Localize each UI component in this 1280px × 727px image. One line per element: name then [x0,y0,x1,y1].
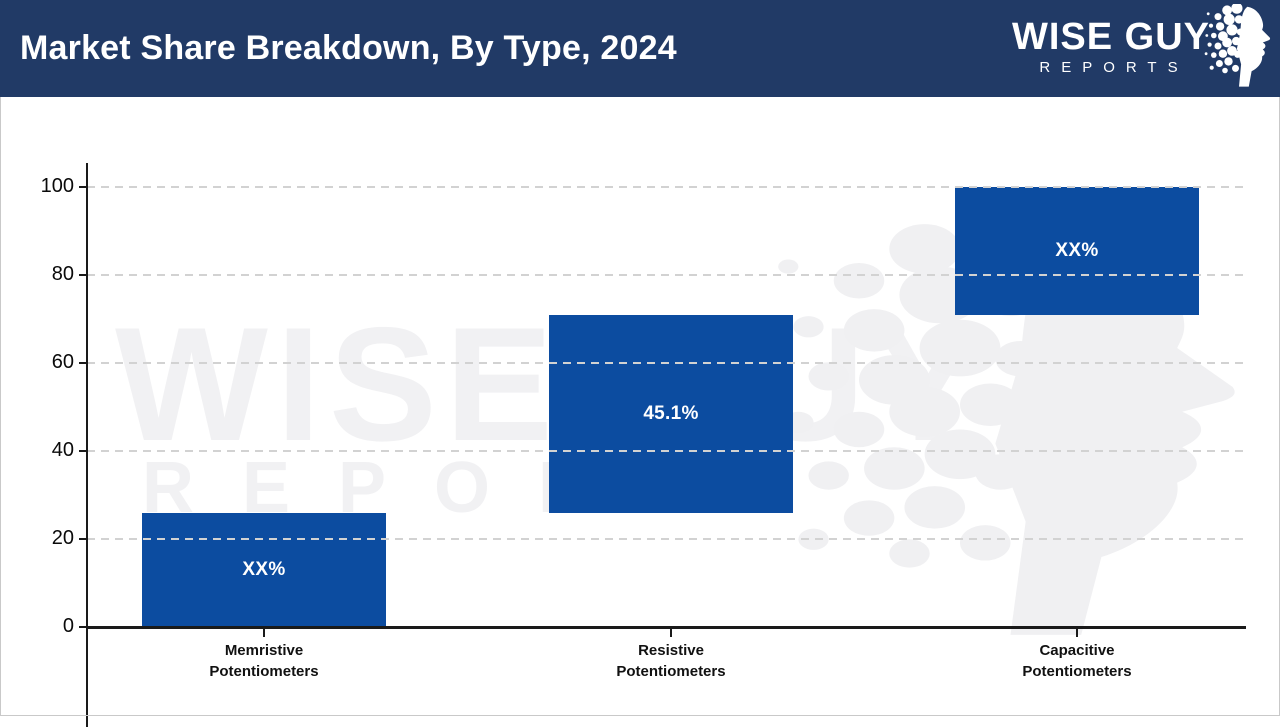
y-axis [86,163,88,727]
y-tick-label: 60 [51,351,74,373]
y-tick [79,538,87,540]
bar-value-label: XX% [1055,239,1099,261]
y-tick [79,274,87,276]
gridline [87,186,1246,188]
y-tick-label: 80 [51,263,74,285]
x-category-label: Resistive Potentiometers [616,642,726,680]
x-category-label: Capacitive Potentiometers [1022,642,1132,680]
y-tick [79,186,87,188]
bar-segment: 45.1% [549,314,793,514]
bar-value-label: 45.1% [643,402,699,424]
logo-text: WISE GUY REPORTS [1012,17,1210,76]
bar-segment: XX% [142,513,386,627]
x-tick [1076,629,1078,637]
logo-subtext: REPORTS [1039,58,1189,76]
bar-segment: XX% [955,187,1199,315]
wiseguy-logo: WISE GUY REPORTS [1012,4,1274,88]
chart-canvas: WISE GUY REPORTS XX% Memristive Potentiom… [0,97,1280,727]
x-axis [86,626,1246,629]
y-tick-label: 20 [51,527,74,549]
x-category-label: Memristive Potentiometers [209,642,319,680]
y-tick-label: 100 [40,175,74,197]
y-tick [79,450,87,452]
gridline [87,274,1246,276]
gridline [87,362,1246,364]
x-tick [263,629,265,637]
gridline [87,450,1246,452]
y-tick-label: 40 [51,439,74,461]
wiseguy-face-logo-icon [1204,4,1271,87]
y-tick-label: 0 [62,615,74,637]
y-tick [79,626,87,628]
page-title: Market Share Breakdown, By Type, 2024 [20,29,677,67]
y-tick [79,362,87,364]
bar-value-label: XX% [242,559,286,580]
x-tick [670,629,672,637]
logo-wordmark: WISE GUY [1011,15,1210,58]
gridline [87,538,1246,540]
header-bar: Market Share Breakdown, By Type, 2024 WI… [0,0,1280,97]
